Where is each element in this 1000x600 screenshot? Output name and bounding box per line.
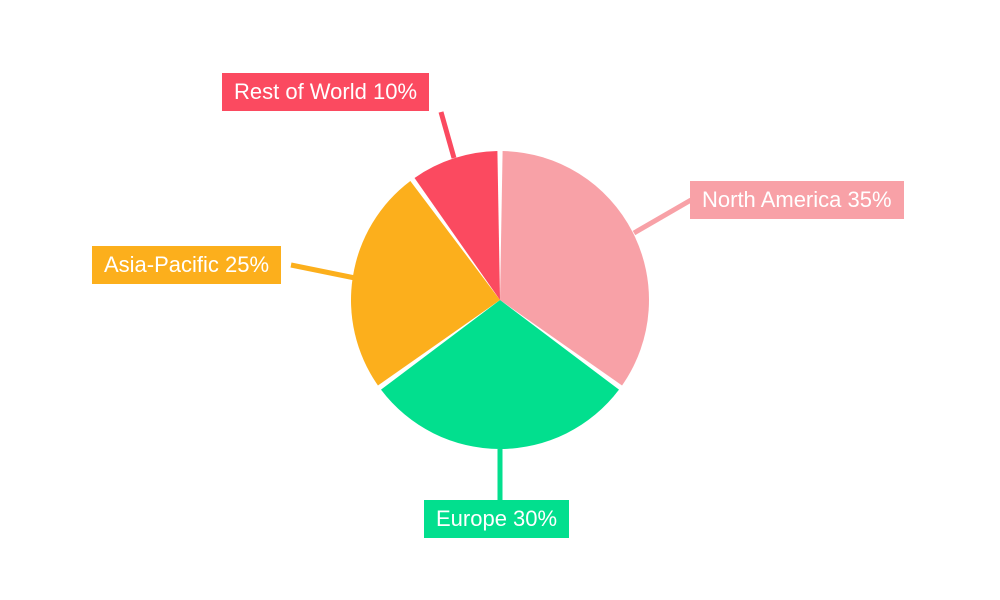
pie-label-rest-of-world: Rest of World 10% [222,73,430,111]
leader-line-north-america [632,197,693,236]
leader-lines [290,111,693,501]
pie-label-europe: Europe 30% [424,500,570,538]
pie-slice-europe[interactable] [381,300,619,450]
pie-label-asia-pacific: Asia-Pacific 25% [92,246,282,284]
pie-label-asia-pacific-text: Asia-Pacific 25% [104,252,270,277]
pie-slices [351,151,649,450]
pie-label-north-america: North America 35% [690,181,904,219]
pie-slice-north-america[interactable] [500,151,649,386]
pie-label-europe-text: Europe 30% [436,506,558,531]
leader-line-asia-pacific [290,262,356,281]
pie-label-rest-of-world-text: Rest of World 10% [234,79,418,104]
leader-line-rest-of-world [438,111,457,159]
pie-slice-rest-of-world[interactable] [414,151,500,300]
pie-label-north-america-text: North America 35% [702,187,892,212]
pie-slice-asia-pacific[interactable] [351,181,500,386]
